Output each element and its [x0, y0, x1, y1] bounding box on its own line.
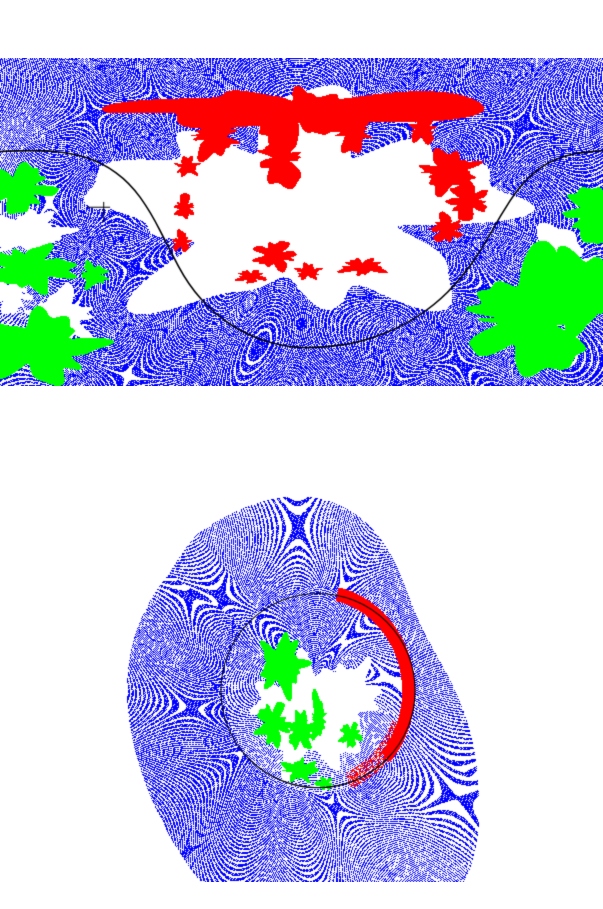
- chart-panel-top: [0, 58, 603, 386]
- contour-plot-bottom-canvas: [100, 442, 500, 882]
- chart-panel-bottom: [100, 442, 500, 882]
- contour-plot-top-canvas: [0, 58, 603, 386]
